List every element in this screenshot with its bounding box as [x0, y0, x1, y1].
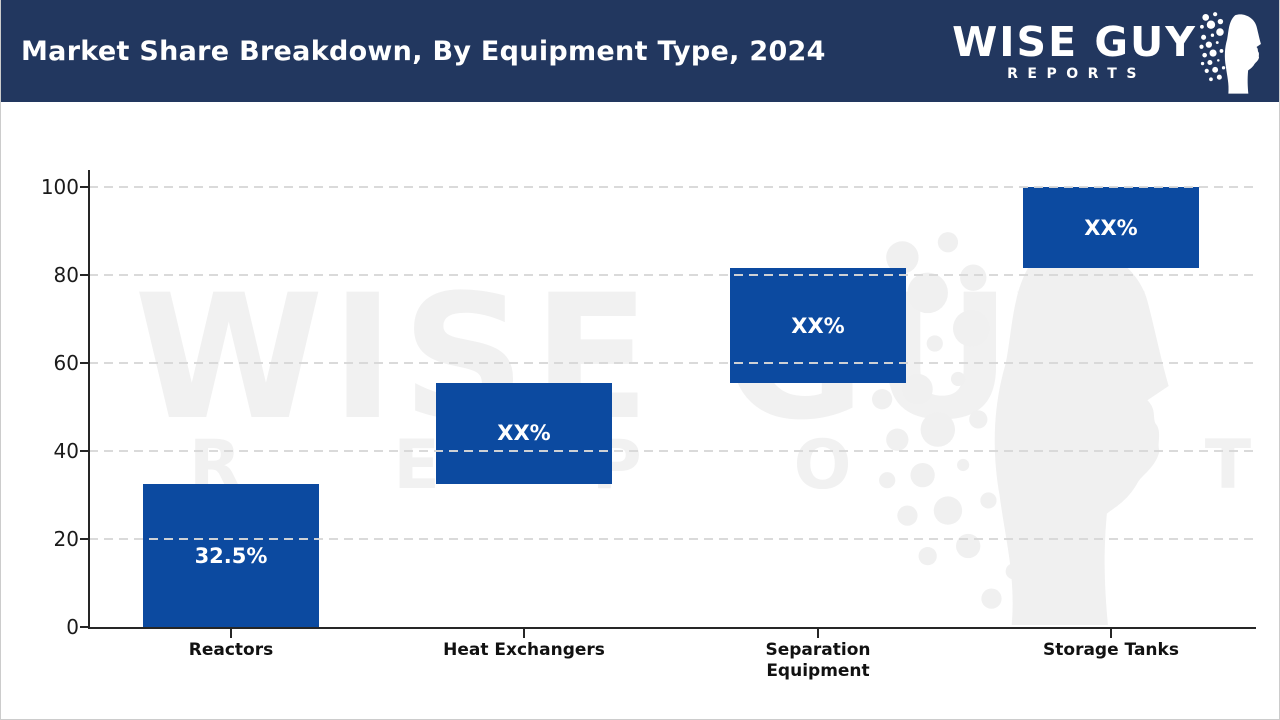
grid-line	[89, 450, 1256, 452]
y-tick-label: 60	[53, 351, 79, 375]
y-tick-label: 40	[53, 439, 79, 463]
x-tick-mark	[1110, 629, 1112, 638]
y-tick-mark	[80, 538, 89, 540]
grid-line	[89, 186, 1256, 188]
bar-reactors: 32.5%	[143, 484, 319, 627]
brand-logo: WISE GUY REPORTS	[952, 8, 1267, 96]
x-category-label: Separation Equipment	[765, 640, 871, 681]
bar-heat-exchangers: XX%	[436, 382, 612, 484]
x-tick-mark	[817, 629, 819, 638]
x-category-label: Storage Tanks	[1043, 640, 1179, 660]
y-tick-mark	[80, 450, 89, 452]
y-tick-mark	[80, 362, 89, 364]
brand-name: WISE GUY	[952, 18, 1197, 66]
x-axis-line	[88, 627, 1256, 629]
brand-subname: REPORTS	[1007, 66, 1146, 82]
brand-face-icon	[1199, 12, 1261, 94]
chart-title: Market Share Breakdown, By Equipment Typ…	[21, 35, 826, 67]
y-tick-mark	[80, 274, 89, 276]
bar-value-label: XX%	[1084, 215, 1138, 240]
y-tick-label: 0	[66, 615, 79, 639]
x-tick-mark	[230, 629, 232, 638]
bar-value-label: 32.5%	[194, 543, 268, 568]
watermark-face-icon	[872, 232, 1169, 625]
y-tick-label: 80	[53, 263, 79, 287]
y-tick-label: 100	[40, 175, 79, 199]
x-category-label: Heat Exchangers	[443, 640, 605, 660]
y-axis-line	[88, 170, 90, 629]
bar-storage-tanks: XX%	[1023, 187, 1199, 269]
bar-separation-equipment: XX%	[730, 268, 906, 383]
x-tick-mark	[523, 629, 525, 638]
bar-value-label: XX%	[497, 421, 551, 446]
grid-line	[89, 538, 1256, 540]
brand-text: WISE GUY REPORTS	[952, 18, 1197, 83]
header-bar: Market Share Breakdown, By Equipment Typ…	[1, 0, 1279, 102]
grid-line	[89, 362, 1256, 364]
bar-value-label: XX%	[791, 313, 845, 338]
grid-line	[89, 274, 1256, 276]
y-tick-mark	[80, 626, 89, 628]
y-tick-mark	[80, 186, 89, 188]
x-category-label: Reactors	[188, 640, 274, 660]
y-tick-label: 20	[53, 527, 79, 551]
